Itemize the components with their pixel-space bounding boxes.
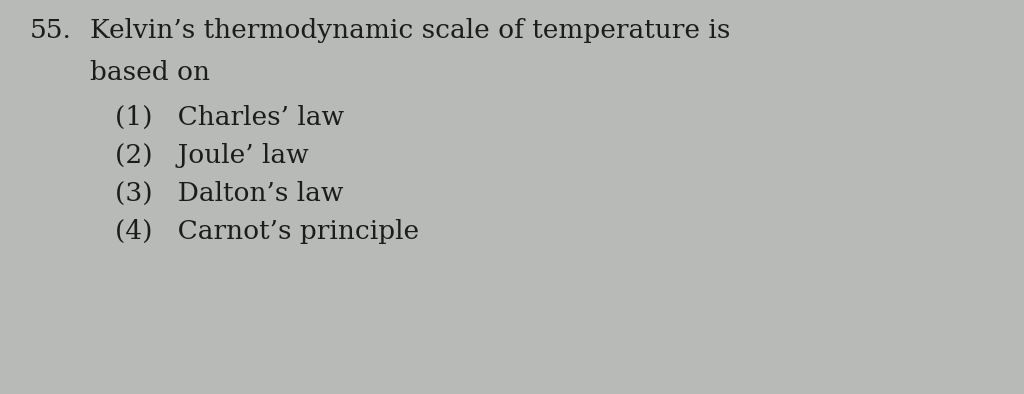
Text: (4)   Carnot’s principle: (4) Carnot’s principle xyxy=(115,219,419,244)
Text: (3)   Dalton’s law: (3) Dalton’s law xyxy=(115,181,343,206)
Text: based on: based on xyxy=(90,60,210,85)
Text: (2)   Joule’ law: (2) Joule’ law xyxy=(115,143,309,168)
Text: Kelvin’s thermodynamic scale of temperature is: Kelvin’s thermodynamic scale of temperat… xyxy=(90,18,730,43)
Text: (1)   Charles’ law: (1) Charles’ law xyxy=(115,105,344,130)
Text: 55.: 55. xyxy=(30,18,72,43)
